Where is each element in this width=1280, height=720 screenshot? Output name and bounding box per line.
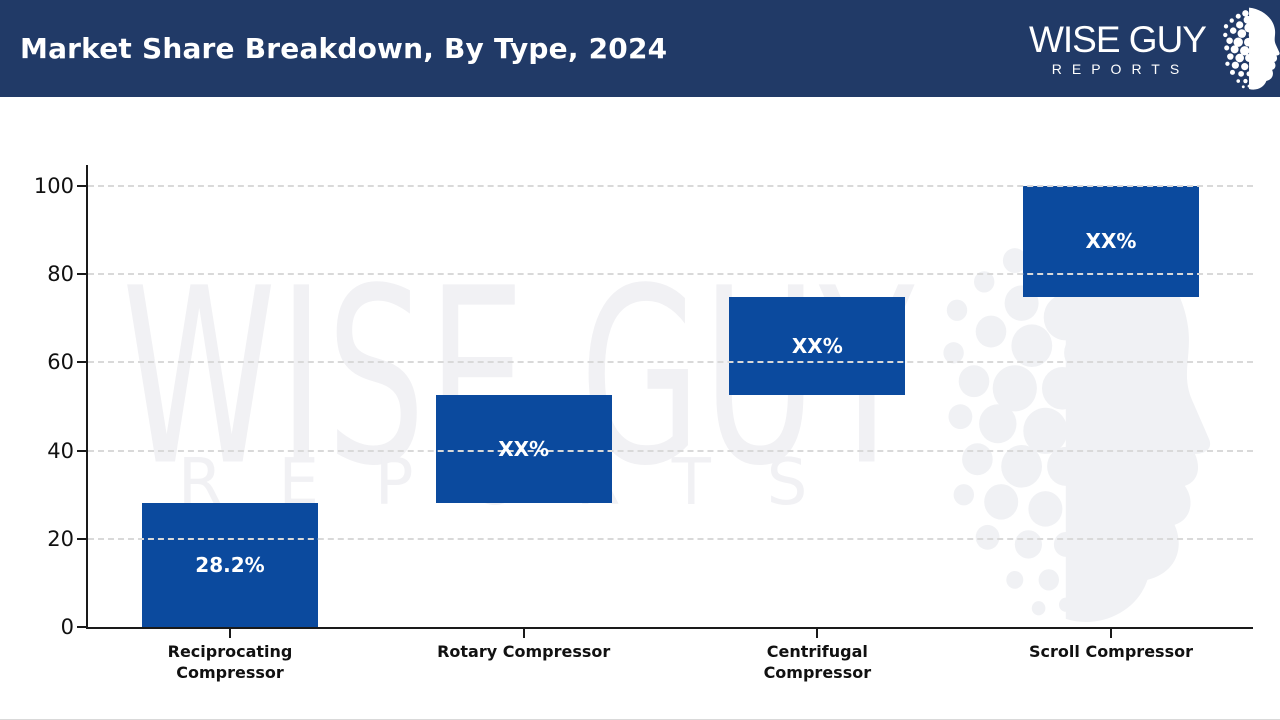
- x-tick-mark: [816, 629, 819, 638]
- x-tick-mark: [1110, 629, 1112, 638]
- gridline: [88, 273, 1253, 276]
- y-axis-tick-label: 40: [47, 438, 74, 463]
- dot-face-logo-icon: [1223, 7, 1280, 90]
- x-axis-tick-label-line: Rotary Compressor: [437, 642, 611, 661]
- x-axis-line: [86, 627, 1253, 629]
- x-axis-tick-label-line: Compressor: [176, 663, 284, 682]
- bar: [1023, 186, 1199, 297]
- y-axis-tick-label: 100: [33, 174, 74, 198]
- x-axis-tick-label: Reciprocating Compressor: [80, 641, 380, 683]
- y-axis-tick-label: 80: [47, 262, 74, 287]
- x-axis-tick-label: Scroll Compressor: [961, 641, 1261, 662]
- bar: [435, 395, 612, 503]
- wise-guy-logo: WISE GUY REPORTS: [1029, 0, 1280, 97]
- y-axis-tick-label: 60: [47, 350, 74, 375]
- bar-value-label: 28.2%: [195, 552, 265, 577]
- x-tick-mark: [522, 629, 525, 638]
- y-axis-line: [86, 165, 88, 629]
- gridline: [88, 449, 1253, 452]
- y-axis-tick-label: 0: [60, 615, 74, 639]
- bar: [142, 502, 318, 627]
- y-tick-mark: [77, 273, 86, 276]
- header: Market Share Breakdown, By Type, 2024 WI…: [0, 0, 1280, 97]
- logo-text: WISE GUY REPORTS: [1028, 19, 1207, 77]
- x-axis-tick-label: Centrifugal Compressor: [667, 641, 967, 683]
- gridline: [88, 361, 1253, 364]
- y-tick-mark: [77, 185, 86, 187]
- bar-value-label: XX%: [791, 333, 843, 358]
- x-tick-mark: [229, 629, 231, 638]
- y-tick-mark: [77, 626, 86, 628]
- logo-reports-label: REPORTS: [1051, 61, 1190, 77]
- logo-wiseguy-label: WISE GUY: [1028, 19, 1207, 60]
- bar: [729, 296, 906, 396]
- x-axis-tick-label-line: Compressor: [763, 663, 872, 682]
- x-axis-tick-label-line: Scroll Compressor: [1029, 642, 1193, 661]
- gridline: [88, 537, 1253, 540]
- y-tick-mark: [77, 537, 86, 540]
- bar-value-label: XX%: [1085, 229, 1137, 254]
- y-tick-mark: [77, 449, 86, 452]
- gridline: [88, 185, 1253, 187]
- bar-value-label: XX%: [498, 436, 550, 461]
- y-tick-mark: [77, 361, 86, 364]
- x-axis-tick-label-line: Centrifugal: [766, 642, 868, 661]
- x-axis-tick-label: Rotary Compressor: [374, 641, 674, 662]
- x-axis-tick-label-line: Reciprocating: [167, 642, 293, 661]
- page-title: Market Share Breakdown, By Type, 2024: [20, 32, 668, 65]
- y-axis-tick-label: 20: [47, 526, 74, 551]
